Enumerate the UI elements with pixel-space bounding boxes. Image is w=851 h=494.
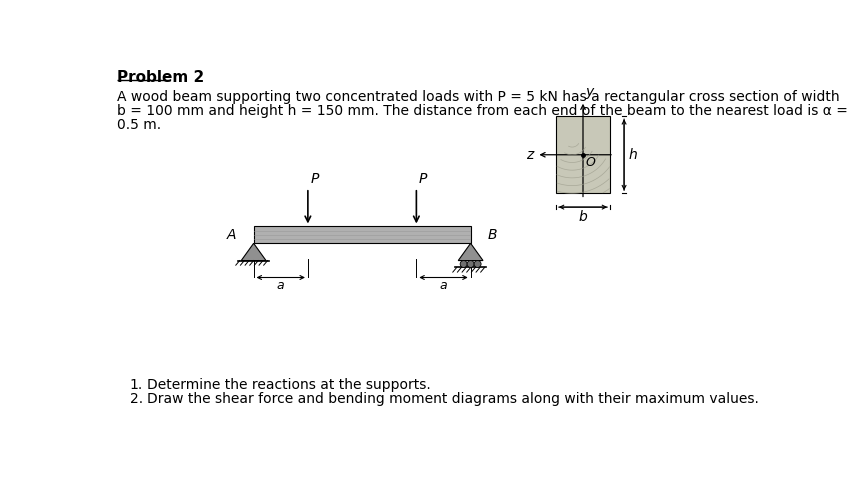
Text: Determine the reactions at the supports.: Determine the reactions at the supports.: [146, 378, 431, 392]
Text: z: z: [526, 148, 534, 162]
Text: A: A: [227, 228, 237, 242]
Text: 0.5 m.: 0.5 m.: [117, 118, 162, 132]
Text: P: P: [419, 172, 427, 186]
Text: B: B: [488, 228, 497, 242]
Text: 2.: 2.: [129, 392, 143, 406]
Bar: [254, 226, 471, 244]
Text: b: b: [579, 210, 587, 224]
Text: h: h: [629, 148, 637, 162]
Circle shape: [474, 260, 481, 267]
Circle shape: [460, 260, 467, 267]
Text: a: a: [440, 279, 448, 292]
Text: y: y: [585, 85, 594, 99]
Polygon shape: [241, 244, 266, 260]
Polygon shape: [458, 244, 483, 260]
Text: P: P: [311, 172, 318, 186]
Text: O: O: [585, 156, 595, 168]
Text: a: a: [277, 279, 284, 292]
Bar: [556, 116, 610, 193]
Circle shape: [467, 260, 474, 267]
Text: Draw the shear force and bending moment diagrams along with their maximum values: Draw the shear force and bending moment …: [146, 392, 758, 406]
Text: A wood beam supporting two concentrated loads with P = 5 kN has a rectangular cr: A wood beam supporting two concentrated …: [117, 90, 840, 104]
Text: Problem 2: Problem 2: [117, 70, 204, 85]
Text: b = 100 mm and height h = 150 mm. The distance from each end of the beam to the : b = 100 mm and height h = 150 mm. The di…: [117, 104, 848, 118]
Text: 1.: 1.: [129, 378, 143, 392]
